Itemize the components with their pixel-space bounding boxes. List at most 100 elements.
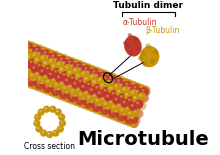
Circle shape <box>120 82 129 91</box>
Circle shape <box>44 74 53 84</box>
Circle shape <box>117 115 126 124</box>
Circle shape <box>20 69 29 78</box>
Circle shape <box>27 55 30 58</box>
Circle shape <box>143 87 146 90</box>
Circle shape <box>28 68 37 77</box>
Circle shape <box>110 111 113 114</box>
Circle shape <box>17 50 26 59</box>
Circle shape <box>58 55 67 64</box>
Circle shape <box>112 75 121 84</box>
Circle shape <box>20 43 29 53</box>
Circle shape <box>123 81 132 90</box>
Circle shape <box>60 67 63 70</box>
Circle shape <box>142 89 145 92</box>
Circle shape <box>108 75 117 84</box>
Circle shape <box>101 97 104 100</box>
Circle shape <box>128 81 138 90</box>
Circle shape <box>117 79 120 82</box>
Circle shape <box>60 57 63 60</box>
Circle shape <box>101 73 104 76</box>
Circle shape <box>20 75 29 84</box>
Circle shape <box>50 72 59 81</box>
Circle shape <box>50 52 59 61</box>
Circle shape <box>57 54 59 57</box>
Circle shape <box>31 44 40 53</box>
Circle shape <box>100 106 110 115</box>
Circle shape <box>129 111 138 120</box>
Circle shape <box>140 87 149 96</box>
Circle shape <box>121 111 130 120</box>
Circle shape <box>35 72 38 74</box>
Circle shape <box>35 121 37 124</box>
Circle shape <box>117 76 126 85</box>
Circle shape <box>33 78 36 81</box>
Circle shape <box>106 94 109 97</box>
Circle shape <box>76 96 85 106</box>
Circle shape <box>19 52 22 55</box>
Circle shape <box>88 95 97 104</box>
Circle shape <box>66 78 75 87</box>
Circle shape <box>107 85 116 94</box>
Circle shape <box>128 33 132 38</box>
Circle shape <box>113 113 122 122</box>
Circle shape <box>36 62 45 71</box>
Circle shape <box>69 62 78 71</box>
Circle shape <box>31 60 40 69</box>
Circle shape <box>100 108 110 117</box>
Circle shape <box>66 66 68 68</box>
Circle shape <box>41 56 44 59</box>
Circle shape <box>68 84 71 87</box>
Circle shape <box>123 104 132 114</box>
Circle shape <box>43 75 46 78</box>
Circle shape <box>43 51 46 54</box>
Circle shape <box>38 46 47 55</box>
Circle shape <box>74 94 77 97</box>
Circle shape <box>125 93 128 96</box>
Circle shape <box>97 106 106 115</box>
Circle shape <box>77 62 81 65</box>
Circle shape <box>25 49 34 58</box>
Circle shape <box>99 78 108 87</box>
Circle shape <box>105 80 114 89</box>
Circle shape <box>131 104 134 107</box>
Circle shape <box>150 59 155 64</box>
Circle shape <box>53 53 56 55</box>
Circle shape <box>59 120 66 127</box>
Circle shape <box>121 115 130 125</box>
Circle shape <box>110 103 119 113</box>
Circle shape <box>64 56 73 65</box>
Circle shape <box>64 89 73 98</box>
Circle shape <box>69 88 78 97</box>
Circle shape <box>77 78 86 86</box>
Circle shape <box>20 55 29 64</box>
Circle shape <box>90 101 93 104</box>
Circle shape <box>44 107 47 109</box>
Circle shape <box>94 80 103 89</box>
Circle shape <box>63 56 72 65</box>
Circle shape <box>89 103 98 112</box>
Circle shape <box>117 103 120 106</box>
Circle shape <box>125 82 134 91</box>
Circle shape <box>91 88 100 97</box>
Circle shape <box>23 40 32 49</box>
Circle shape <box>94 97 103 106</box>
Circle shape <box>42 73 51 82</box>
Circle shape <box>46 80 49 83</box>
Circle shape <box>126 84 136 93</box>
Circle shape <box>110 75 113 78</box>
Circle shape <box>34 113 41 121</box>
Circle shape <box>137 47 141 51</box>
Circle shape <box>61 67 70 76</box>
Circle shape <box>81 96 90 105</box>
Circle shape <box>96 106 105 115</box>
Circle shape <box>15 70 24 79</box>
Circle shape <box>28 43 31 46</box>
Circle shape <box>116 97 125 106</box>
Circle shape <box>55 57 64 66</box>
Circle shape <box>31 51 40 60</box>
Circle shape <box>24 79 27 82</box>
Circle shape <box>42 81 51 90</box>
Circle shape <box>97 70 100 73</box>
Circle shape <box>62 73 65 76</box>
Circle shape <box>121 116 130 125</box>
